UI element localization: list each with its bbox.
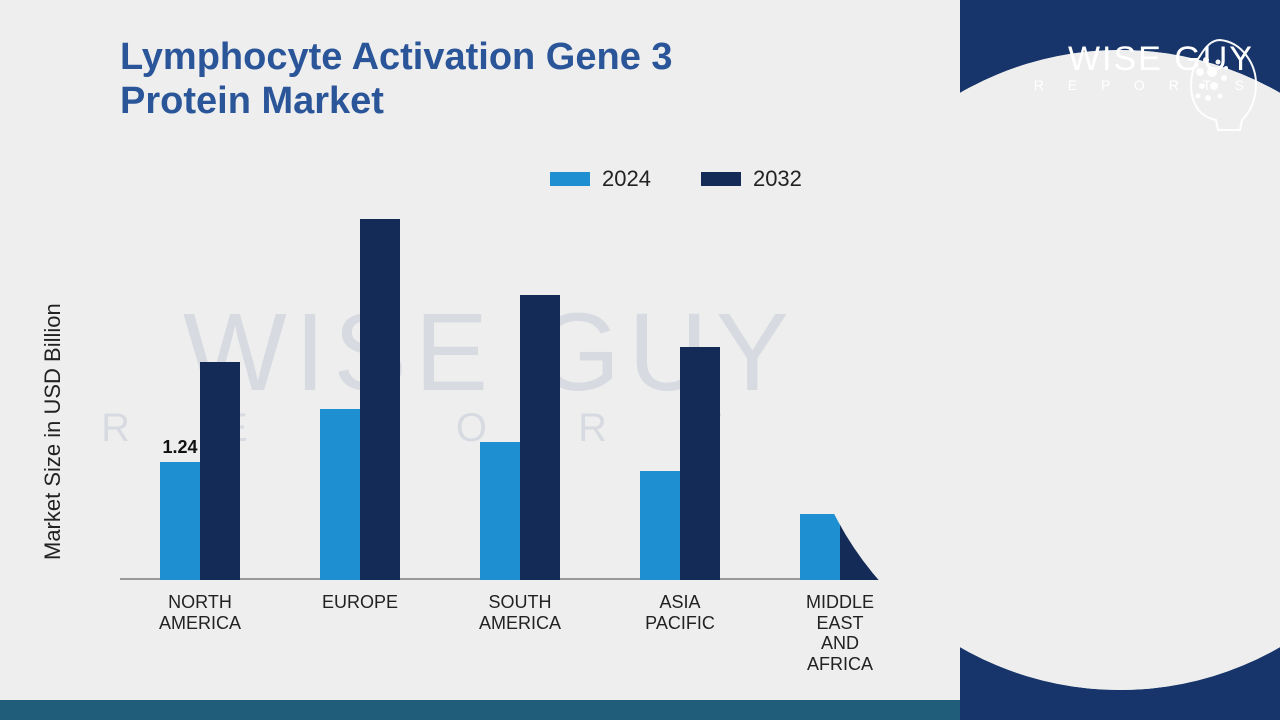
legend-label-2032: 2032 [753,166,802,192]
legend-swatch-2024 [550,172,590,186]
x-axis-label: EUROPE [290,592,430,613]
bar-2032 [200,362,240,581]
legend-label-2024: 2024 [602,166,651,192]
legend-item-2024: 2024 [550,166,651,192]
brand-logo: WISE GUY R E P O R T S [1034,40,1254,93]
bar-2024 [480,442,520,580]
x-axis-label: MIDDLEEASTANDAFRICA [770,592,910,675]
brand-sub: R E P O R T S [1034,77,1254,93]
side-panel-content: WISE GUY R E P O R T S [960,0,1280,720]
x-axis-label: NORTHAMERICA [130,592,270,633]
x-axis-label: ASIAPACIFIC [610,592,750,633]
legend: 2024 2032 [550,166,802,192]
bar-2024 [160,462,200,580]
legend-item-2032: 2032 [701,166,802,192]
page: WISE GUY R E P O R T S Lymphocyte Activa… [0,0,1280,720]
x-axis-label: SOUTHAMERICA [450,592,590,633]
bar-2032 [680,347,720,580]
y-axis-label: Market Size in USD Billion [40,303,66,560]
legend-swatch-2032 [701,172,741,186]
bar-2024 [640,471,680,580]
bar-2024 [800,514,840,581]
bar-2032 [520,295,560,580]
bar-2032 [360,219,400,580]
brand-main: WISE GUY [1034,40,1254,79]
bottom-bar [0,700,960,720]
page-title: Lymphocyte Activation Gene 3 Protein Mar… [120,36,740,123]
bar-value-label: 1.24 [162,437,197,458]
bar-2024 [320,409,360,580]
